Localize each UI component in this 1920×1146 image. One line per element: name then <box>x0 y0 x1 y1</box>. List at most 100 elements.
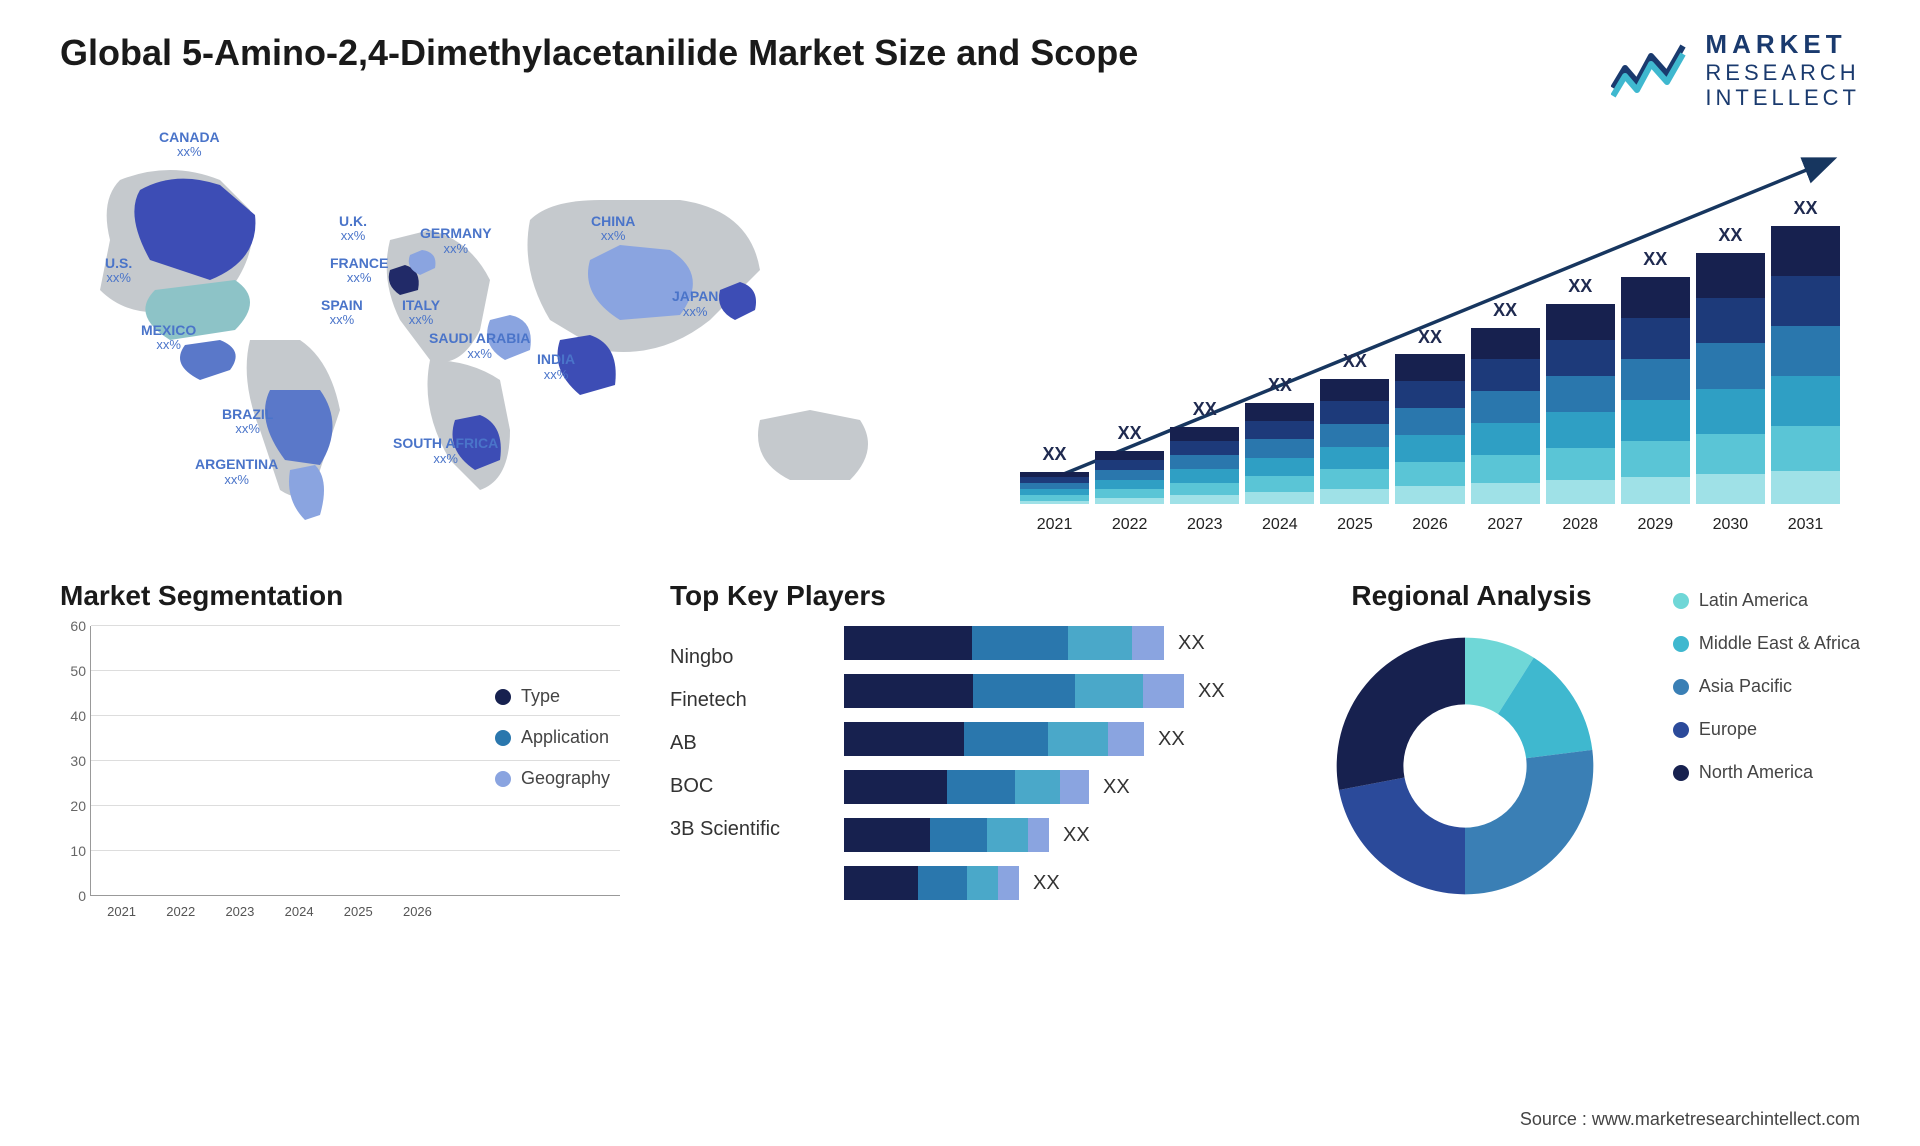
player-value: XX <box>1178 632 1205 655</box>
legend-item: Type <box>495 686 610 707</box>
donut-chart <box>1300 626 1630 906</box>
legend-label: Type <box>521 686 560 707</box>
player-bar-row: XX <box>844 674 1250 708</box>
player-name: Finetech <box>670 689 820 712</box>
bar-value-label: XX <box>1193 399 1217 420</box>
donut-slice <box>1465 750 1593 894</box>
map-label: CHINAxx% <box>591 213 635 244</box>
legend-dot <box>495 689 511 705</box>
player-bar-row: XX <box>844 770 1250 804</box>
logo-line1: MARKET <box>1705 30 1860 60</box>
players-title: Top Key Players <box>670 580 1250 612</box>
growth-bar: XX2023 <box>1170 399 1239 504</box>
bar-value-label: XX <box>1343 351 1367 372</box>
map-label: JAPANxx% <box>672 288 718 319</box>
segmentation-panel: Market Segmentation 0102030405060 202120… <box>60 580 620 920</box>
regional-panel: Regional Analysis Latin America Middle Ea… <box>1300 580 1860 920</box>
growth-bar: XX2030 <box>1696 225 1765 504</box>
growth-bar: XX2022 <box>1095 423 1164 504</box>
year-label: 2025 <box>344 904 373 919</box>
world-map: CANADAxx% U.S.xx% MEXICOxx% BRAZILxx% ARGENT… <box>60 120 960 540</box>
legend-item: North America <box>1673 762 1860 783</box>
legend-label: Latin America <box>1699 590 1808 611</box>
map-label: SOUTH AFRICAxx% <box>393 435 498 466</box>
year-label: 2030 <box>1713 516 1749 534</box>
growth-bar: XX2031 <box>1771 198 1840 504</box>
legend-label: North America <box>1699 762 1813 783</box>
legend-dot <box>1673 636 1689 652</box>
bar-value-label: XX <box>1118 423 1142 444</box>
legend-dot <box>495 730 511 746</box>
player-value: XX <box>1033 872 1060 895</box>
year-label: 2021 <box>1037 516 1073 534</box>
year-label: 2024 <box>285 904 314 919</box>
player-value: XX <box>1103 776 1130 799</box>
bar-value-label: XX <box>1418 327 1442 348</box>
player-bar-row: XX <box>844 818 1250 852</box>
year-label: 2023 <box>225 904 254 919</box>
map-label: MEXICOxx% <box>141 322 196 353</box>
legend-item: Middle East & Africa <box>1673 633 1860 654</box>
legend-dot <box>1673 679 1689 695</box>
bar-value-label: XX <box>1493 300 1517 321</box>
map-label: ITALYxx% <box>402 297 440 328</box>
brand-logo: MARKET RESEARCH INTELLECT <box>1611 30 1860 110</box>
y-tick: 50 <box>70 663 86 679</box>
growth-bar: XX2027 <box>1471 300 1540 504</box>
donut-slice <box>1339 778 1465 895</box>
year-label: 2029 <box>1638 516 1674 534</box>
y-tick: 40 <box>70 708 86 724</box>
regional-title: Regional Analysis <box>1300 580 1643 612</box>
legend-item: Latin America <box>1673 590 1860 611</box>
y-tick: 30 <box>70 753 86 769</box>
map-label: FRANCExx% <box>330 255 388 286</box>
year-label: 2031 <box>1788 516 1824 534</box>
growth-bar-chart: XX2021XX2022XX2023XX2024XX2025XX2026XX20… <box>1000 120 1860 540</box>
y-tick: 10 <box>70 843 86 859</box>
logo-line3: INTELLECT <box>1705 85 1860 110</box>
year-label: 2024 <box>1262 516 1298 534</box>
bar-value-label: XX <box>1718 225 1742 246</box>
logo-line2: RESEARCH <box>1705 60 1860 85</box>
growth-bar: XX2024 <box>1245 375 1314 504</box>
player-value: XX <box>1063 824 1090 847</box>
growth-bar: XX2021 <box>1020 444 1089 504</box>
year-label: 2022 <box>166 904 195 919</box>
player-bar-row: XX <box>844 866 1250 900</box>
player-name: 3B Scientific <box>670 818 820 841</box>
legend-dot <box>1673 593 1689 609</box>
bar-value-label: XX <box>1643 249 1667 270</box>
legend-label: Geography <box>521 768 610 789</box>
y-tick: 60 <box>70 618 86 634</box>
growth-bar: XX2026 <box>1395 327 1464 504</box>
legend-item: Application <box>495 727 610 748</box>
y-tick: 20 <box>70 798 86 814</box>
logo-icon <box>1611 38 1691 102</box>
bar-value-label: XX <box>1568 276 1592 297</box>
legend-item: Asia Pacific <box>1673 676 1860 697</box>
bar-value-label: XX <box>1043 444 1067 465</box>
segmentation-title: Market Segmentation <box>60 580 620 612</box>
legend-label: Middle East & Africa <box>1699 633 1860 654</box>
legend-label: Europe <box>1699 719 1757 740</box>
players-panel: Top Key Players Ningbo Finetech AB BOC 3B Sc… <box>670 580 1250 920</box>
player-name: Ningbo <box>670 646 820 669</box>
map-label: INDIAxx% <box>537 351 575 382</box>
map-label: ARGENTINAxx% <box>195 456 278 487</box>
y-tick: 0 <box>78 888 86 904</box>
player-name: BOC <box>670 775 820 798</box>
map-label: U.K.xx% <box>339 213 367 244</box>
map-label: BRAZILxx% <box>222 406 273 437</box>
player-bar-row: XX <box>844 626 1250 660</box>
year-label: 2022 <box>1112 516 1148 534</box>
bar-value-label: XX <box>1793 198 1817 219</box>
player-name: AB <box>670 732 820 755</box>
legend-dot <box>495 771 511 787</box>
map-label: CANADAxx% <box>159 129 220 160</box>
map-label: U.S.xx% <box>105 255 132 286</box>
year-label: 2027 <box>1487 516 1523 534</box>
page-title: Global 5-Amino-2,4-Dimethylacetanilide M… <box>60 30 1138 75</box>
donut-slice <box>1337 638 1465 790</box>
legend-label: Asia Pacific <box>1699 676 1792 697</box>
map-label: GERMANYxx% <box>420 225 492 256</box>
